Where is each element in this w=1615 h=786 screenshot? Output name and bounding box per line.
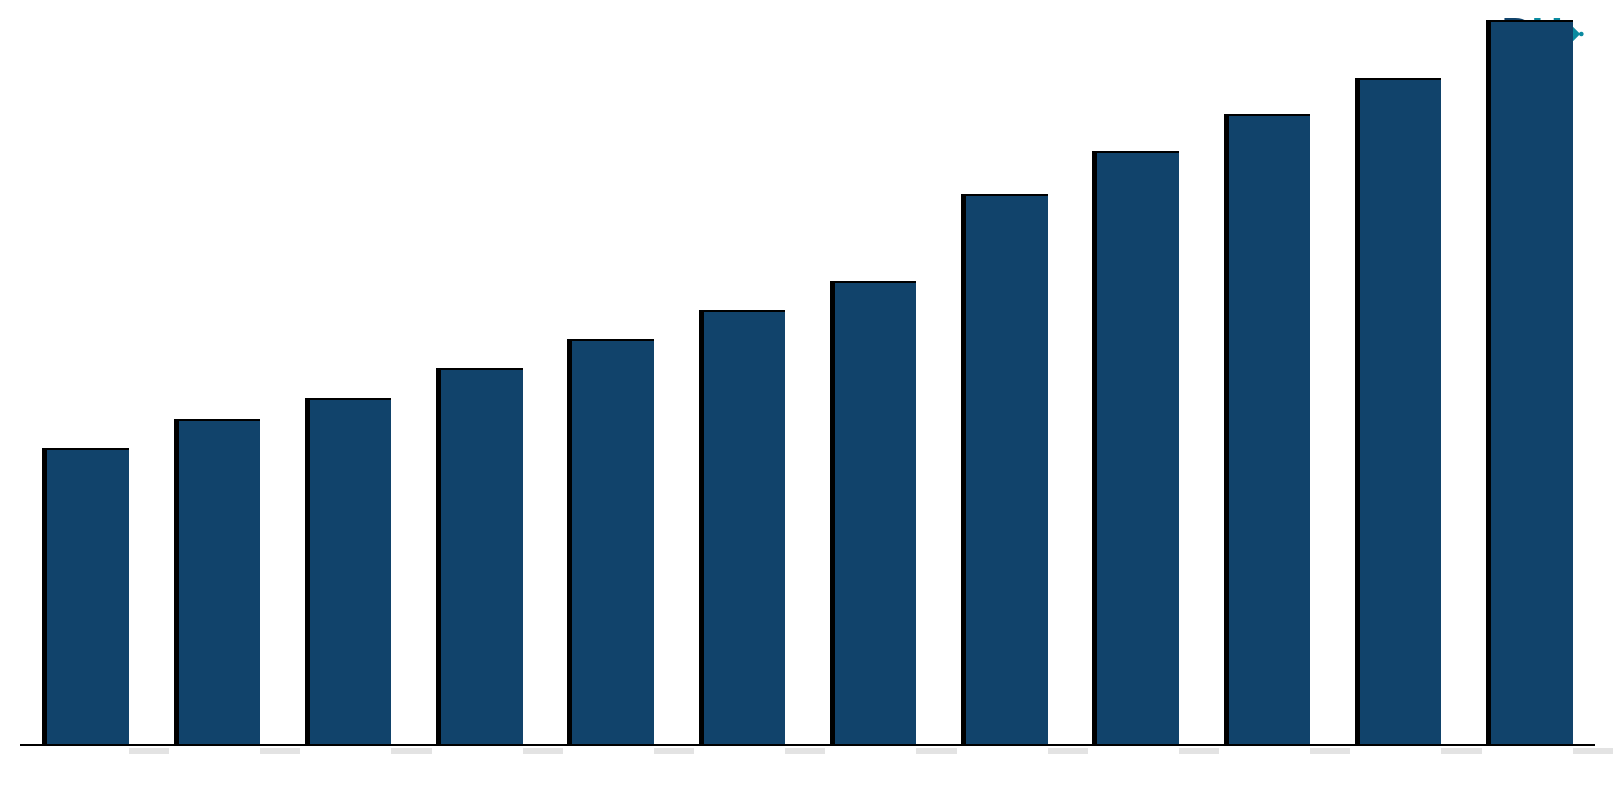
axis-tick <box>129 748 169 754</box>
bar <box>1224 114 1311 746</box>
axis-tick <box>1310 748 1350 754</box>
chart-baseline <box>20 744 1595 746</box>
bar-slot <box>545 20 676 746</box>
bar-slot <box>1333 20 1464 746</box>
axis-tick <box>785 748 825 754</box>
axis-tick <box>391 748 431 754</box>
bar <box>436 368 523 746</box>
bar-slot <box>20 20 151 746</box>
bar-slot <box>939 20 1070 746</box>
bar-slot <box>283 20 414 746</box>
axis-tick <box>1573 748 1613 754</box>
bar <box>305 398 392 746</box>
axis-tick <box>1048 748 1088 754</box>
axis-tick <box>1441 748 1481 754</box>
axis-tick <box>654 748 694 754</box>
bar-slot <box>1464 20 1595 746</box>
bar <box>567 339 654 746</box>
bar-slot <box>1070 20 1201 746</box>
bar <box>174 419 261 746</box>
axis-tick <box>1179 748 1219 754</box>
bar-chart <box>20 20 1595 746</box>
bar <box>42 448 129 746</box>
bar <box>1355 78 1442 746</box>
bar <box>1486 20 1573 746</box>
bar-slot <box>676 20 807 746</box>
bar-slot <box>414 20 545 746</box>
bar-slot <box>151 20 282 746</box>
bar-slot <box>808 20 939 746</box>
axis-tick <box>523 748 563 754</box>
axis-tick <box>260 748 300 754</box>
bar <box>1092 151 1179 746</box>
axis-tick <box>916 748 956 754</box>
bar <box>830 281 917 746</box>
bar-slot <box>1201 20 1332 746</box>
bar <box>699 310 786 746</box>
bar <box>961 194 1048 746</box>
